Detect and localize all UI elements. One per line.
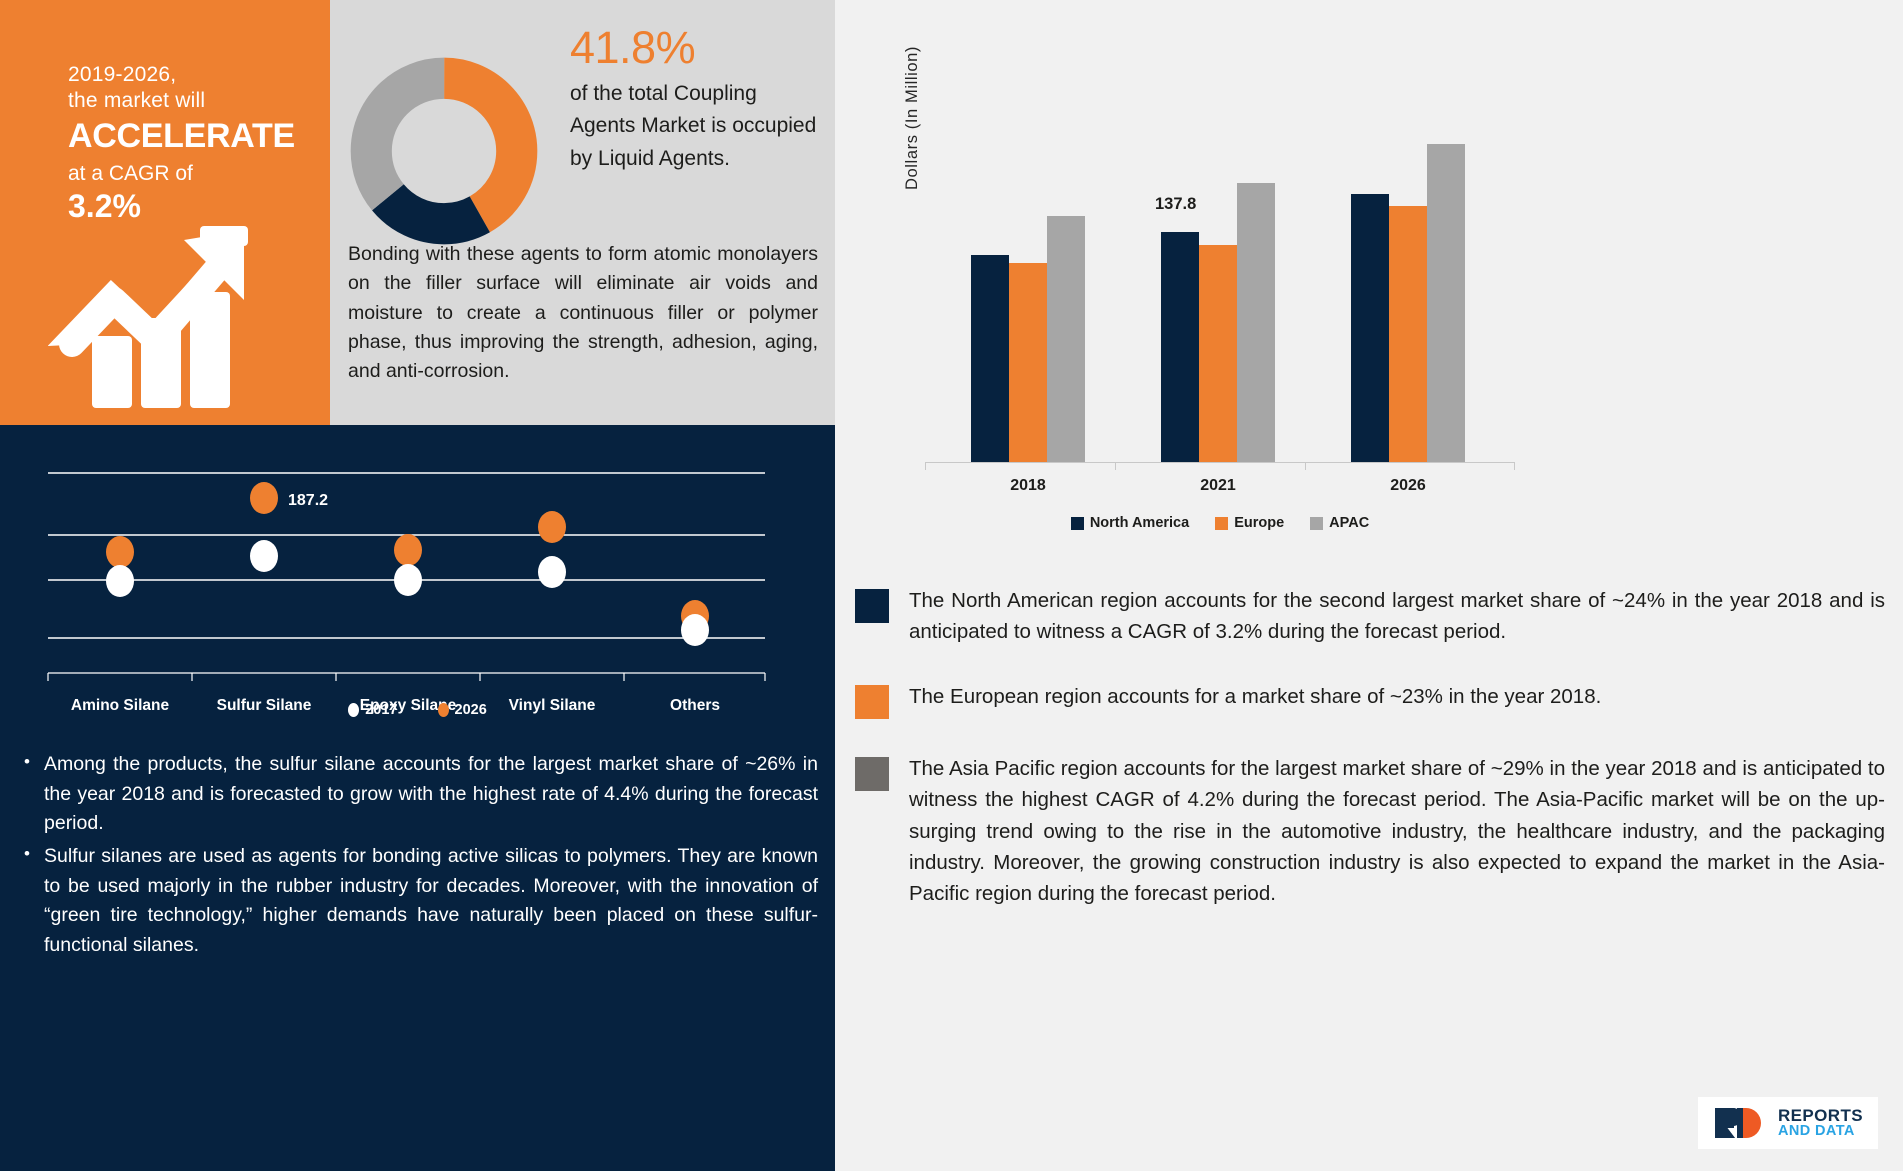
donut-panel: 41.8% of the total Coupling Agents Marke… [330,0,835,425]
region-swatch-north-america-icon [855,589,889,623]
legend-swatch-apac-icon [1310,516,1324,530]
dot-chart-legend: 2017 2026 [0,702,835,718]
logo-line-and-data: AND DATA [1778,1123,1855,1140]
dot-data-label-sulfur-2026: 187.2 [288,492,328,509]
bar-2026-europe [1389,205,1427,463]
bar-chart-legend: North America Europe APAC [925,515,1515,531]
region-text-asia-pacific: The Asia Pacific region accounts for the… [909,757,1885,905]
bar-group-2018 [971,85,1085,463]
accelerate-subtitle: the market will [68,88,206,112]
regional-bar-chart: Dollars (In Million) [855,46,1885,560]
region-text-north-america: The North American region accounts for t… [909,589,1885,644]
logo-wordmark: REPORTS AND DATA [1778,1107,1863,1139]
dot-category-label-epoxy-silane: Epoxy Silane [360,697,457,714]
reports-and-data-logo: REPORTS AND DATA [1698,1097,1878,1149]
dot-legend-label-2017: 2017 [365,702,398,718]
region-swatch-europe-icon [855,685,889,720]
bar-data-label-2021-north-america: 137.8 [1155,195,1197,213]
accelerate-text-block: 2019-2026, the market will ACCELERATE at… [68,62,318,226]
bar-legend-item-north-america: North America [1070,515,1190,531]
bar-2021-north-america [1161,231,1199,463]
growth-arrow-bars-icon [48,226,248,408]
accelerate-period: 2019-2026, [68,63,177,86]
liquid-agents-donut-chart [348,55,540,247]
liquid-agents-description: of the total Coupling Agents Market is o… [570,81,817,170]
logo-line-reports: REPORTS [1778,1106,1863,1126]
accelerate-cagr-label: at a CAGR of [68,161,193,185]
coupling-agents-paragraph: Bonding with these agents to form atomic… [348,243,818,382]
dot-2017-amino-silane [106,565,134,597]
bar-x-label-2021: 2021 [1200,477,1236,494]
bar-legend-label-europe: Europe [1234,515,1285,531]
dot-legend-item-2026: 2026 [437,702,487,718]
bar-legend-item-europe: Europe [1215,515,1284,531]
legend-swatch-2026-icon [437,703,449,717]
bar-2021-apac [1237,182,1275,463]
accelerate-panel: 2019-2026, the market will ACCELERATE at… [0,0,330,425]
legend-swatch-2017-icon [348,703,360,717]
product-bullet-item: Among the products, the sulfur silane ac… [18,749,818,839]
rd-monogram-icon [1715,1108,1761,1138]
donut-slice-liquid-agents [350,57,538,245]
bar-2021-europe [1199,244,1237,463]
bar-chart-plot-area: 137.8 2018 2021 2026 [925,85,1515,494]
bar-2018-europe [1009,263,1047,463]
bar-x-label-2026: 2026 [1390,477,1426,494]
donut-slice-gray [350,57,538,245]
bar-2026-apac [1427,143,1465,463]
regional-panel: Dollars (In Million) [835,0,1903,1171]
bar-x-label-2018: 2018 [1010,477,1046,494]
dot-2026-vinyl-silane [538,511,566,543]
bar-chart-baseline [925,462,1515,463]
legend-swatch-europe-icon [1215,516,1229,530]
bar-group-2021 [1161,85,1275,463]
dot-category-label-amino-silane: Amino Silane [71,697,170,714]
dot-2026-amino-silane [106,536,134,568]
legend-swatch-north-america-icon [1070,516,1084,530]
donut-slice-navy [350,57,538,245]
product-bullets: Among the products, the sulfur silane ac… [18,749,818,963]
bar-legend-item-apac: APAC [1310,515,1369,531]
product-type-panel: 187.2 Amino Silane Sulfur Silane Epoxy S… [0,425,835,1171]
region-text-europe: The European region accounts for a marke… [909,685,1602,709]
product-bullet-item: Sulfur silanes are used as agents for bo… [18,841,818,961]
bar-2026-north-america [1351,194,1389,463]
bar-legend-label-north-america: North America [1089,515,1190,531]
dot-category-label-others: Others [670,697,720,714]
region-item-north-america: The North American region accounts for t… [855,585,1885,647]
bar-2018-apac [1047,216,1085,463]
dot-2017-epoxy-silane [394,564,422,596]
bar-2018-north-america [971,254,1009,463]
bar-group-2026 [1351,85,1465,463]
dot-2017-sulfur-silane [250,540,278,572]
bar-legend-label-apac: APAC [1329,515,1370,531]
dot-2017-vinyl-silane [538,556,566,588]
dot-2017-others [681,614,709,646]
region-item-europe: The European region accounts for a marke… [855,681,1885,720]
dot-2026-epoxy-silane [394,534,422,566]
region-item-asia-pacific: The Asia Pacific region accounts for the… [855,753,1885,909]
donut-stat-block: 41.8% of the total Coupling Agents Marke… [570,22,820,175]
region-description-list: The North American region accounts for t… [855,585,1885,943]
dot-2026-sulfur-silane [250,482,278,514]
accelerate-headline: ACCELERATE [68,117,295,156]
liquid-agents-percent: 41.8% [570,22,696,73]
bar-chart-y-axis-title: Dollars (In Million) [903,45,921,190]
product-type-dot-chart: 187.2 Amino Silane Sulfur Silane Epoxy S… [47,472,766,714]
dot-legend-label-2026: 2026 [454,702,487,718]
region-swatch-asia-pacific-icon [855,757,889,792]
accelerate-cagr-value: 3.2% [68,188,141,225]
dot-category-label-vinyl-silane: Vinyl Silane [509,697,596,714]
dot-legend-item-2017: 2017 [348,702,398,718]
dot-category-label-sulfur-silane: Sulfur Silane [217,697,312,714]
